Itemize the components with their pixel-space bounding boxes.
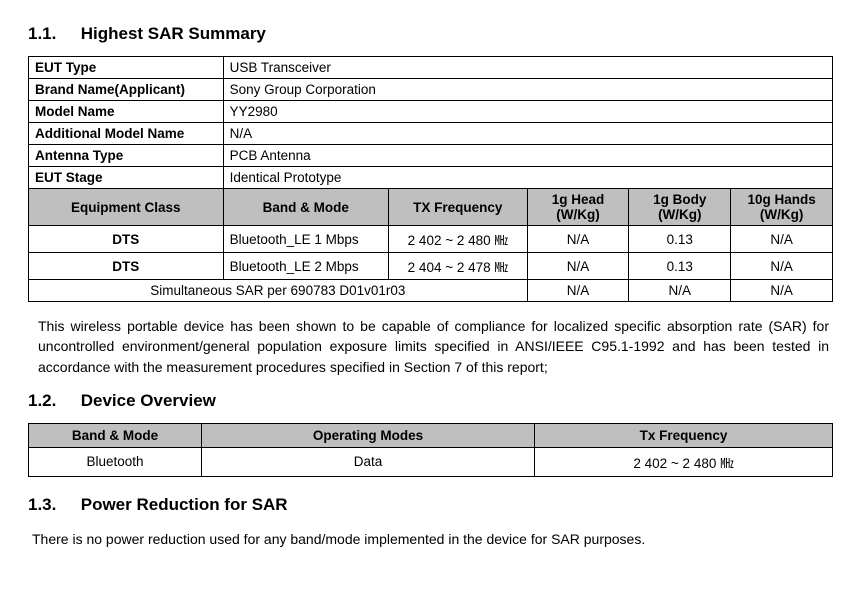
col-tx-frequency: TX Frequency bbox=[388, 189, 527, 226]
cell-hands: N/A bbox=[731, 226, 833, 253]
info-label: EUT Stage bbox=[29, 167, 224, 189]
cell-band: Bluetooth_LE 2 Mbps bbox=[223, 253, 388, 280]
col-1g-body: 1g Body(W/Kg) bbox=[629, 189, 731, 226]
section-title: Device Overview bbox=[81, 391, 216, 410]
info-row: EUT Stage Identical Prototype bbox=[29, 167, 833, 189]
sim-hands: N/A bbox=[731, 280, 833, 302]
sar-header-row: Equipment Class Band & Mode TX Frequency… bbox=[29, 189, 833, 226]
info-label: EUT Type bbox=[29, 57, 224, 79]
section-heading-1-3: 1.3. Power Reduction for SAR bbox=[28, 495, 833, 515]
info-value: N/A bbox=[223, 123, 832, 145]
cell-mode: Data bbox=[202, 447, 535, 476]
section-heading-1-1: 1.1. Highest SAR Summary bbox=[28, 24, 833, 44]
info-value: PCB Antenna bbox=[223, 145, 832, 167]
info-value: USB Transceiver bbox=[223, 57, 832, 79]
section-number: 1.2. bbox=[28, 391, 76, 411]
info-label: Brand Name(Applicant) bbox=[29, 79, 224, 101]
cell-class: DTS bbox=[29, 226, 224, 253]
info-value: Sony Group Corporation bbox=[223, 79, 832, 101]
col-10g-hands: 10g Hands(W/Kg) bbox=[731, 189, 833, 226]
section-title: Highest SAR Summary bbox=[81, 24, 266, 43]
cell-band: Bluetooth_LE 1 Mbps bbox=[223, 226, 388, 253]
compliance-paragraph: This wireless portable device has been s… bbox=[38, 316, 829, 377]
col-band-mode: Band & Mode bbox=[223, 189, 388, 226]
info-value: Identical Prototype bbox=[223, 167, 832, 189]
info-row: Antenna Type PCB Antenna bbox=[29, 145, 833, 167]
info-label: Additional Model Name bbox=[29, 123, 224, 145]
section-number: 1.3. bbox=[28, 495, 76, 515]
info-row: EUT Type USB Transceiver bbox=[29, 57, 833, 79]
device-overview-table: Band & Mode Operating Modes Tx Frequency… bbox=[28, 423, 833, 477]
power-reduction-paragraph: There is no power reduction used for any… bbox=[32, 529, 829, 549]
info-label: Antenna Type bbox=[29, 145, 224, 167]
info-row: Model Name YY2980 bbox=[29, 101, 833, 123]
overview-header-row: Band & Mode Operating Modes Tx Frequency bbox=[29, 423, 833, 447]
sar-sim-row: Simultaneous SAR per 690783 D01v01r03 N/… bbox=[29, 280, 833, 302]
section-heading-1-2: 1.2. Device Overview bbox=[28, 391, 833, 411]
col-tx-frequency: Tx Frequency bbox=[535, 423, 833, 447]
info-row: Brand Name(Applicant) Sony Group Corpora… bbox=[29, 79, 833, 101]
cell-freq: 2 404 ~ 2 478 ㎒ bbox=[388, 253, 527, 280]
cell-freq: 2 402 ~ 2 480 ㎒ bbox=[388, 226, 527, 253]
info-row: Additional Model Name N/A bbox=[29, 123, 833, 145]
section-number: 1.1. bbox=[28, 24, 76, 44]
cell-body: 0.13 bbox=[629, 253, 731, 280]
col-band-mode: Band & Mode bbox=[29, 423, 202, 447]
sar-data-row: DTS Bluetooth_LE 1 Mbps 2 402 ~ 2 480 ㎒ … bbox=[29, 226, 833, 253]
sim-head: N/A bbox=[527, 280, 629, 302]
section-title: Power Reduction for SAR bbox=[81, 495, 288, 514]
cell-band: Bluetooth bbox=[29, 447, 202, 476]
info-value: YY2980 bbox=[223, 101, 832, 123]
overview-data-row: Bluetooth Data 2 402 ~ 2 480 ㎒ bbox=[29, 447, 833, 476]
info-label: Model Name bbox=[29, 101, 224, 123]
sar-summary-table: EUT Type USB Transceiver Brand Name(Appl… bbox=[28, 56, 833, 302]
cell-head: N/A bbox=[527, 253, 629, 280]
col-1g-head: 1g Head(W/Kg) bbox=[527, 189, 629, 226]
sim-label: Simultaneous SAR per 690783 D01v01r03 bbox=[29, 280, 528, 302]
col-operating-modes: Operating Modes bbox=[202, 423, 535, 447]
cell-hands: N/A bbox=[731, 253, 833, 280]
cell-body: 0.13 bbox=[629, 226, 731, 253]
cell-head: N/A bbox=[527, 226, 629, 253]
col-equipment-class: Equipment Class bbox=[29, 189, 224, 226]
cell-class: DTS bbox=[29, 253, 224, 280]
cell-freq: 2 402 ~ 2 480 ㎒ bbox=[535, 447, 833, 476]
sar-data-row: DTS Bluetooth_LE 2 Mbps 2 404 ~ 2 478 ㎒ … bbox=[29, 253, 833, 280]
sim-body: N/A bbox=[629, 280, 731, 302]
